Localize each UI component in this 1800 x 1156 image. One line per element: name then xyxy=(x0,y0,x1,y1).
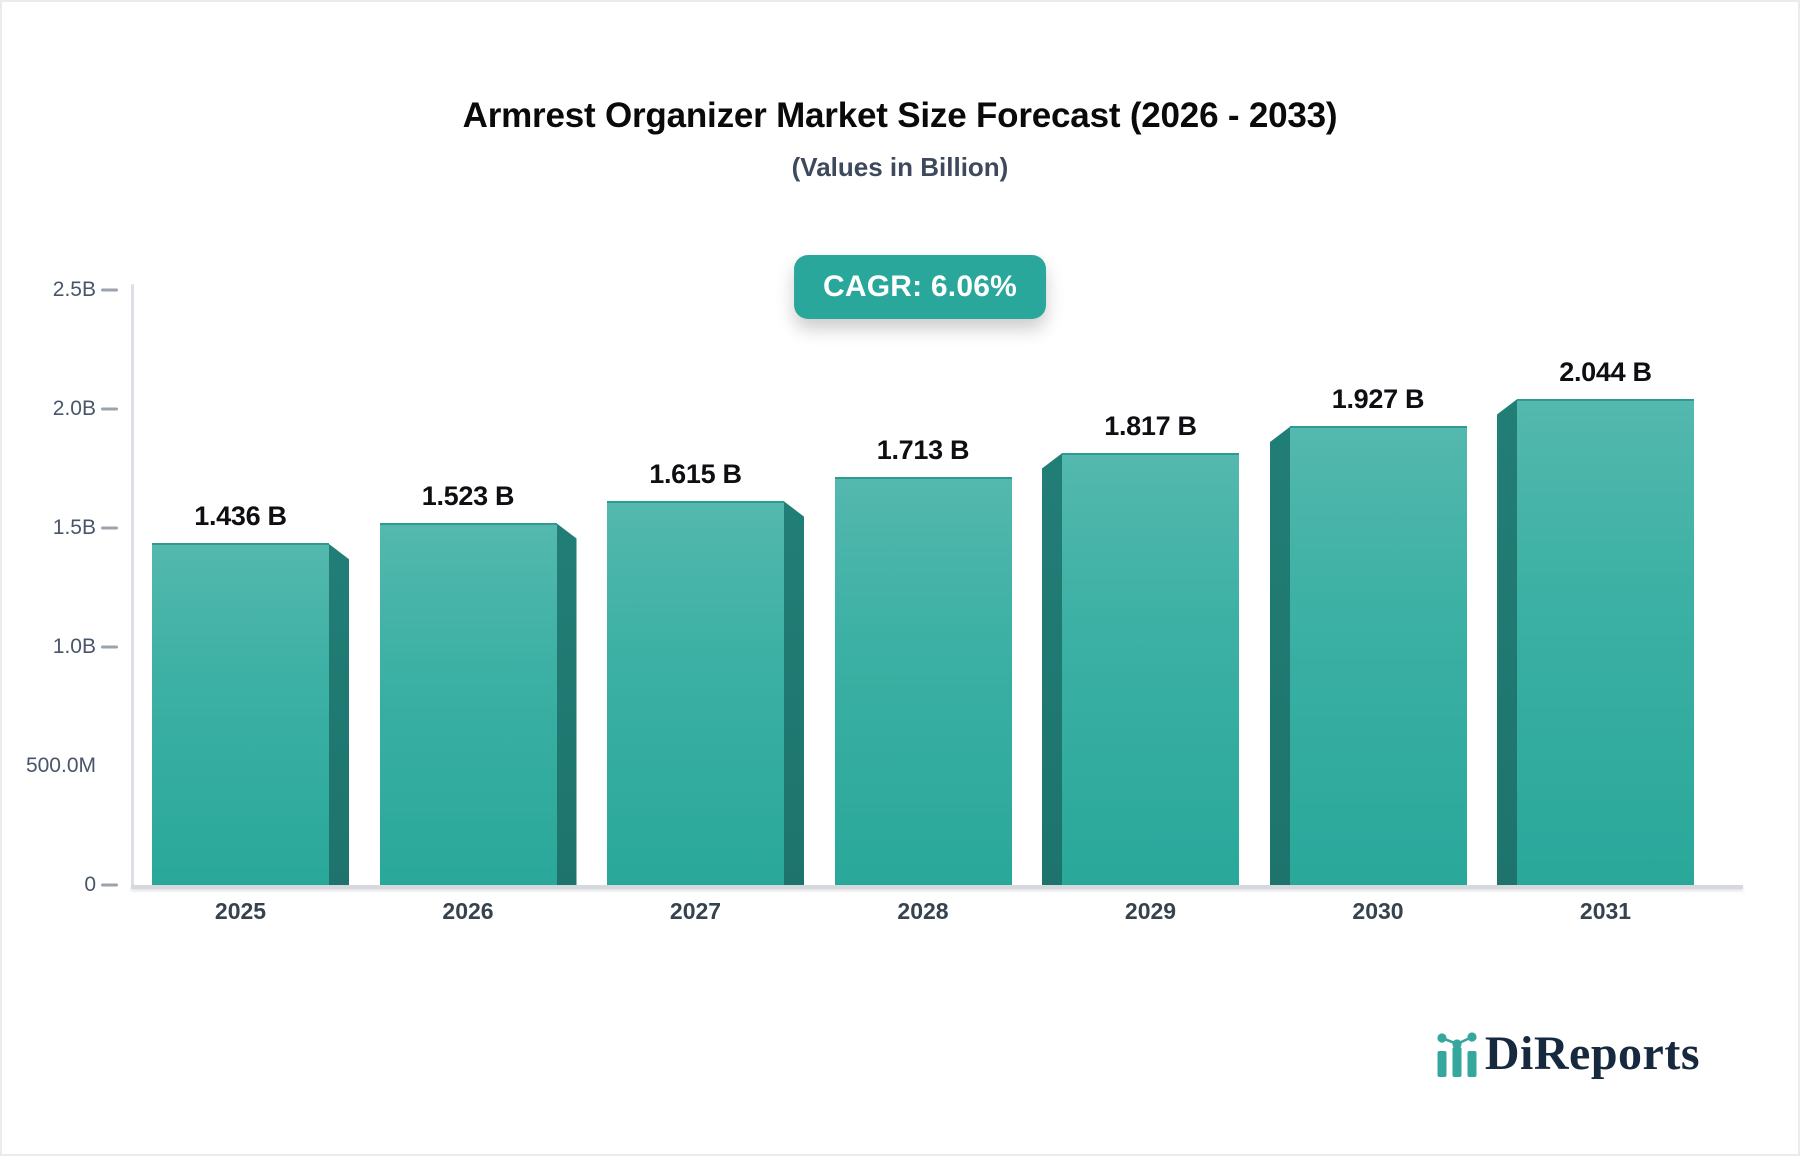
bar-2031 xyxy=(1517,398,1694,885)
bar-2027 xyxy=(607,500,784,885)
bar-3d-side xyxy=(1269,426,1291,885)
y-tick-label: 1.0B xyxy=(52,635,96,658)
x-axis-baseline xyxy=(131,885,1743,889)
x-tick-label-2028: 2028 xyxy=(897,898,949,924)
x-tick-label-2031: 2031 xyxy=(1579,898,1632,924)
bar-3d-side xyxy=(555,522,577,885)
x-tick-label-2027: 2027 xyxy=(669,898,722,924)
cagr-badge: CAGR: 6.06% xyxy=(794,255,1046,319)
y-tick-label: 0 xyxy=(84,873,96,896)
x-tick-label-2025: 2025 xyxy=(214,898,267,924)
bar-value-label: 1.927 B xyxy=(1331,384,1425,415)
bar-3d-side xyxy=(1042,452,1063,885)
bar-value-label: 1.436 B xyxy=(194,501,287,532)
y-tick-dash xyxy=(101,526,118,530)
bar-value-label: 1.713 B xyxy=(876,435,970,466)
bar-2025 xyxy=(152,543,329,885)
x-tick-label-2029: 2029 xyxy=(1124,898,1177,924)
y-axis-line xyxy=(131,284,134,889)
bar-3d-side xyxy=(783,500,804,885)
y-tick-dash xyxy=(101,407,118,411)
bar-3d-side xyxy=(328,543,349,885)
y-tick-dash xyxy=(101,883,118,887)
y-tick-label: 2.5B xyxy=(52,278,96,301)
logo-brand-name: DiReports xyxy=(1484,1027,1700,1080)
bar-2030 xyxy=(1289,426,1467,885)
bar-value-label: 1.817 B xyxy=(1104,410,1197,441)
bar-value-label: 1.523 B xyxy=(421,480,515,511)
bar-3d-side xyxy=(1497,398,1518,885)
bar-2028 xyxy=(834,477,1012,885)
x-tick-label-2026: 2026 xyxy=(442,898,494,924)
chart-title: Armrest Organizer Market Size Forecast (… xyxy=(462,96,1338,135)
y-tick-dash xyxy=(101,288,118,292)
y-tick-dash xyxy=(101,645,118,649)
direports-logo: DiReports xyxy=(1436,1030,1700,1078)
x-tick-label-2030: 2030 xyxy=(1352,898,1404,924)
mini-bar-trend-logo-icon xyxy=(1437,1032,1477,1077)
bar-value-label: 2.044 B xyxy=(1559,356,1652,387)
y-tick-label: 2.0B xyxy=(52,397,96,420)
bar-value-label: 1.615 B xyxy=(649,458,742,489)
chart-subtitle: (Values in Billion) xyxy=(791,152,1009,182)
bar-2026 xyxy=(379,522,557,885)
y-tick-label: 500.0M xyxy=(25,754,96,777)
y-tick-label: 1.5B xyxy=(52,516,96,539)
bar-2029 xyxy=(1062,452,1239,885)
